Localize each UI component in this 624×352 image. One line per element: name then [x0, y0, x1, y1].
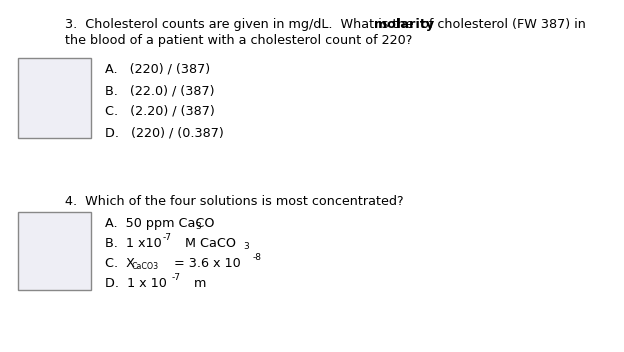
- Text: A.   (220) / (387): A. (220) / (387): [105, 63, 210, 76]
- FancyBboxPatch shape: [18, 212, 91, 290]
- Text: 4.  Which of the four solutions is most concentrated?: 4. Which of the four solutions is most c…: [65, 195, 404, 208]
- Text: C.  X: C. X: [105, 257, 135, 270]
- Text: -7: -7: [172, 273, 181, 282]
- Text: M CaCO: M CaCO: [181, 237, 236, 250]
- Text: m: m: [190, 277, 207, 290]
- Text: D.   (220) / (0.387): D. (220) / (0.387): [105, 126, 224, 139]
- Text: B.   (22.0) / (387): B. (22.0) / (387): [105, 84, 215, 97]
- Text: D.  1 x 10: D. 1 x 10: [105, 277, 167, 290]
- FancyBboxPatch shape: [18, 58, 91, 138]
- Text: molarity: molarity: [374, 18, 434, 31]
- Text: = 3.6 x 10: = 3.6 x 10: [170, 257, 241, 270]
- Text: 3: 3: [243, 242, 249, 251]
- Text: C.   (2.20) / (387): C. (2.20) / (387): [105, 105, 215, 118]
- Text: the blood of a patient with a cholesterol count of 220?: the blood of a patient with a cholestero…: [65, 34, 412, 47]
- Text: -8: -8: [253, 253, 262, 262]
- Text: 3.  Cholesterol counts are given in mg/dL.  What is the: 3. Cholesterol counts are given in mg/dL…: [65, 18, 417, 31]
- Text: 3: 3: [195, 222, 201, 231]
- Text: B.  1 x10: B. 1 x10: [105, 237, 162, 250]
- Text: A.  50 ppm CaCO: A. 50 ppm CaCO: [105, 217, 215, 230]
- Text: -7: -7: [163, 233, 172, 242]
- Text: of cholesterol (FW 387) in: of cholesterol (FW 387) in: [417, 18, 586, 31]
- Text: CaCO3: CaCO3: [131, 262, 158, 271]
